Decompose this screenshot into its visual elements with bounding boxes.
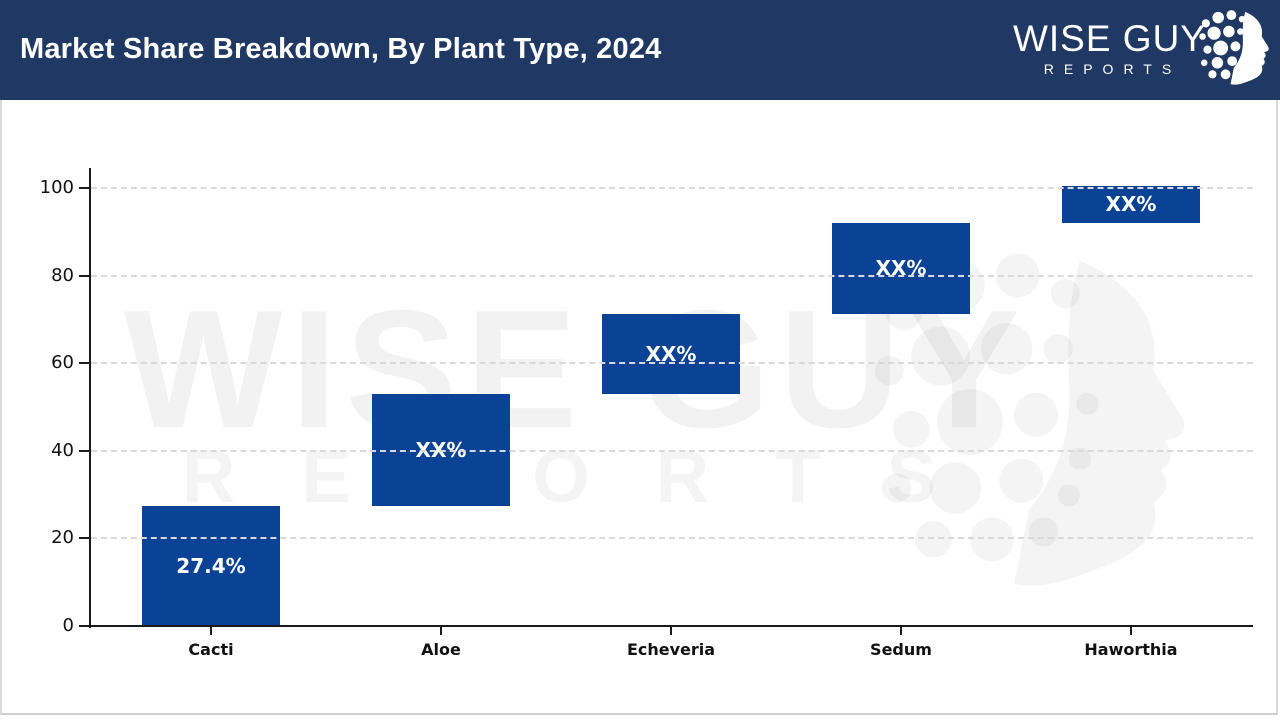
y-axis-line <box>89 168 91 628</box>
y-tick-60 <box>79 362 90 365</box>
x-tick-label-echeveria: Echeveria <box>626 640 716 659</box>
x-tick-cacti <box>210 627 212 635</box>
bar-value-label-cacti: 27.4% <box>176 553 246 578</box>
wiseguy-head-icon <box>1199 10 1269 85</box>
y-tick-40 <box>79 449 90 452</box>
bar-cacti: 27.4% <box>142 505 280 626</box>
x-tick-label-aloe: Aloe <box>421 640 461 659</box>
bar-echeveria: XX% <box>602 313 740 394</box>
x-axis-line <box>89 625 1253 627</box>
x-tick-aloe <box>440 627 442 635</box>
wiseguy-logo-text: WISE GUY REPORTS <box>1012 18 1206 77</box>
x-tick-label-sedum: Sedum <box>870 640 932 659</box>
y-tick-label-100: 100 <box>39 177 74 198</box>
y-tick-20 <box>79 537 90 540</box>
bar-haworthia: XX% <box>1062 185 1200 223</box>
gridline-60 <box>91 362 1253 365</box>
bar-sedum: XX% <box>832 222 970 314</box>
gridline-20 <box>91 537 1253 540</box>
y-tick-label-80: 80 <box>51 264 74 286</box>
y-tick-100 <box>79 187 90 189</box>
gridline-40 <box>91 449 1253 452</box>
x-tick-label-haworthia: Haworthia <box>1084 640 1178 659</box>
page-title: Market Share Breakdown, By Plant Type, 2… <box>20 33 662 65</box>
x-tick-sedum <box>900 627 902 635</box>
x-tick-echeveria <box>670 627 672 635</box>
watermark-subtext: REPORTS <box>182 440 1002 514</box>
y-tick-label-20: 20 <box>51 527 74 549</box>
y-tick-label-0: 0 <box>62 615 74 636</box>
y-tick-label-60: 60 <box>51 352 74 374</box>
y-tick-label-40: 40 <box>51 439 74 461</box>
header-bar: Market Share Breakdown, By Plant Type, 2… <box>0 0 1280 100</box>
logo-subtext: REPORTS <box>1043 60 1182 77</box>
bar-value-label-echeveria: XX% <box>645 341 697 366</box>
wiseguy-logo: WISE GUY REPORTS <box>1013 6 1270 90</box>
x-tick-label-cacti: Cacti <box>188 640 234 659</box>
gridline-80 <box>91 274 1253 277</box>
gridline-100 <box>91 187 1253 189</box>
y-tick-0 <box>79 625 90 627</box>
x-tick-haworthia <box>1130 627 1132 635</box>
logo-wordmark: WISE GUY <box>1012 18 1206 60</box>
bar-value-label-haworthia: XX% <box>1105 192 1157 217</box>
y-tick-80 <box>79 274 90 277</box>
